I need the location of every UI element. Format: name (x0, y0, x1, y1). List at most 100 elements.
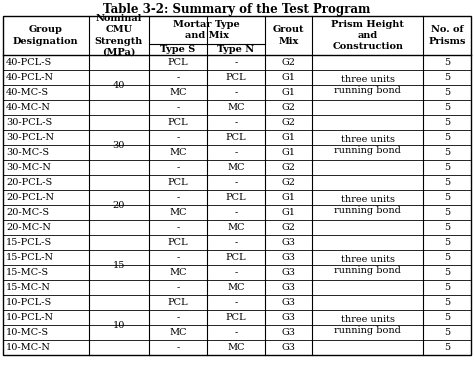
Text: MC: MC (227, 343, 245, 352)
Text: 5: 5 (444, 268, 450, 277)
Text: 30: 30 (112, 141, 125, 150)
Text: -: - (234, 88, 237, 97)
Text: G1: G1 (282, 133, 296, 142)
Text: G1: G1 (282, 208, 296, 217)
Text: G1: G1 (282, 148, 296, 157)
Text: MC: MC (227, 103, 245, 112)
Text: 40-MC-S: 40-MC-S (6, 88, 49, 97)
Text: MC: MC (169, 328, 187, 337)
Text: G3: G3 (282, 328, 296, 337)
Text: MC: MC (169, 88, 187, 97)
Text: three units
running bond: three units running bond (334, 135, 401, 155)
Text: 30-PCL-S: 30-PCL-S (6, 118, 52, 127)
Text: 5: 5 (444, 253, 450, 262)
Text: G3: G3 (282, 238, 296, 247)
Text: PCL: PCL (167, 118, 188, 127)
Text: 5: 5 (444, 223, 450, 232)
Text: -: - (234, 148, 237, 157)
Text: -: - (176, 163, 180, 172)
Text: G1: G1 (282, 88, 296, 97)
Text: 5: 5 (444, 88, 450, 97)
Text: 5: 5 (444, 118, 450, 127)
Text: G2: G2 (282, 58, 296, 67)
Text: Type S: Type S (160, 45, 195, 54)
Text: 5: 5 (444, 313, 450, 322)
Text: -: - (176, 253, 180, 262)
Text: MC: MC (227, 163, 245, 172)
Text: 30-MC-N: 30-MC-N (6, 163, 51, 172)
Text: PCL: PCL (167, 58, 188, 67)
Text: 5: 5 (444, 73, 450, 82)
Text: PCL: PCL (167, 238, 188, 247)
Text: 15: 15 (112, 260, 125, 270)
Text: G3: G3 (282, 268, 296, 277)
Text: -: - (234, 298, 237, 307)
Text: PCL: PCL (167, 178, 188, 187)
Text: Mortar Type
and Mix: Mortar Type and Mix (173, 20, 240, 40)
Text: PCL: PCL (226, 73, 246, 82)
Text: three units
running bond: three units running bond (334, 315, 401, 335)
Text: G3: G3 (282, 298, 296, 307)
Text: 10: 10 (112, 321, 125, 330)
Text: MC: MC (227, 283, 245, 292)
Text: -: - (234, 58, 237, 67)
Text: -: - (234, 208, 237, 217)
Text: Table 3-2: Summary of the Test Program: Table 3-2: Summary of the Test Program (103, 3, 371, 16)
Text: -: - (234, 178, 237, 187)
Text: 5: 5 (444, 103, 450, 112)
Text: Prism Height
and
Construction: Prism Height and Construction (331, 20, 404, 51)
Text: -: - (176, 283, 180, 292)
Text: 40-PCL-S: 40-PCL-S (6, 58, 52, 67)
Text: -: - (234, 328, 237, 337)
Text: 5: 5 (444, 283, 450, 292)
Text: 10-PCL-N: 10-PCL-N (6, 313, 54, 322)
Text: -: - (234, 268, 237, 277)
Text: 30-PCL-N: 30-PCL-N (6, 133, 54, 142)
Text: -: - (176, 133, 180, 142)
Text: 5: 5 (444, 178, 450, 187)
Text: 15-MC-S: 15-MC-S (6, 268, 49, 277)
Text: MC: MC (227, 223, 245, 232)
Text: 20-PCL-S: 20-PCL-S (6, 178, 52, 187)
Text: No. of
Prisms: No. of Prisms (428, 25, 466, 46)
Text: -: - (234, 238, 237, 247)
Text: 20: 20 (112, 200, 125, 209)
Text: 5: 5 (444, 328, 450, 337)
Text: 5: 5 (444, 148, 450, 157)
Text: 20-MC-N: 20-MC-N (6, 223, 51, 232)
Text: 10-PCL-S: 10-PCL-S (6, 298, 52, 307)
Text: 15-PCL-N: 15-PCL-N (6, 253, 54, 262)
Text: -: - (176, 73, 180, 82)
Text: 5: 5 (444, 58, 450, 67)
Text: 15-PCL-S: 15-PCL-S (6, 238, 52, 247)
Text: 10-MC-S: 10-MC-S (6, 328, 49, 337)
Text: 5: 5 (444, 193, 450, 202)
Text: -: - (176, 223, 180, 232)
Text: 40: 40 (112, 81, 125, 90)
Text: G2: G2 (282, 103, 296, 112)
Text: Type N: Type N (217, 45, 255, 54)
Text: 5: 5 (444, 208, 450, 217)
Text: G3: G3 (282, 343, 296, 352)
Text: -: - (176, 193, 180, 202)
Text: PCL: PCL (226, 193, 246, 202)
Text: MC: MC (169, 208, 187, 217)
Text: three units
running bond: three units running bond (334, 195, 401, 215)
Text: G3: G3 (282, 283, 296, 292)
Text: PCL: PCL (167, 298, 188, 307)
Text: G2: G2 (282, 178, 296, 187)
Text: 20-PCL-N: 20-PCL-N (6, 193, 54, 202)
Text: 5: 5 (444, 343, 450, 352)
Text: G2: G2 (282, 118, 296, 127)
Text: 20-MC-S: 20-MC-S (6, 208, 49, 217)
Text: three units
running bond: three units running bond (334, 255, 401, 275)
Text: PCL: PCL (226, 253, 246, 262)
Text: 5: 5 (444, 133, 450, 142)
Text: G2: G2 (282, 163, 296, 172)
Text: 5: 5 (444, 238, 450, 247)
Text: 40-PCL-N: 40-PCL-N (6, 73, 54, 82)
Text: Group
Designation: Group Designation (13, 25, 79, 46)
Bar (3, 16, 471, 355)
Text: MC: MC (169, 148, 187, 157)
Text: G3: G3 (282, 253, 296, 262)
